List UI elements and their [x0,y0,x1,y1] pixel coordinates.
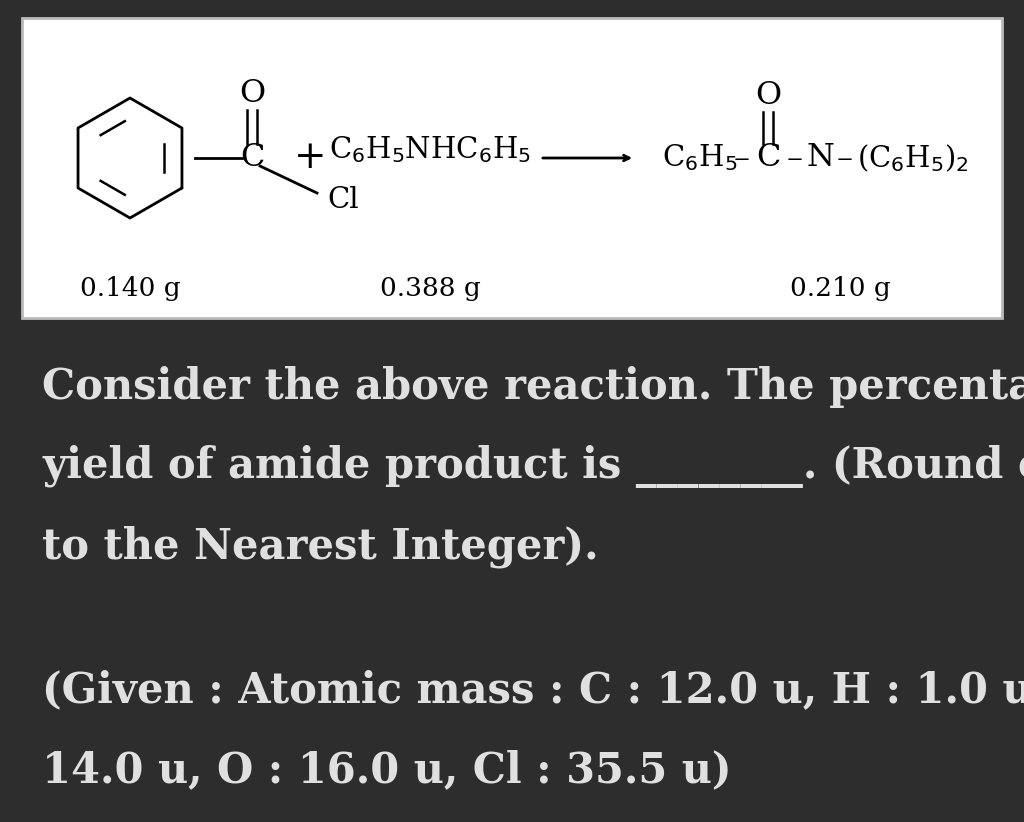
Text: O: O [239,78,265,109]
Text: to the Nearest Integer).: to the Nearest Integer). [42,525,599,567]
FancyBboxPatch shape [22,18,1002,318]
Text: C: C [756,142,780,173]
Text: –: – [734,142,750,173]
Text: C$_6$H$_5$NHC$_6$H$_5$: C$_6$H$_5$NHC$_6$H$_5$ [329,135,531,165]
Text: (Given : Atomic mass : C : 12.0 u, H : 1.0 u, N :: (Given : Atomic mass : C : 12.0 u, H : 1… [42,669,1024,711]
Text: O: O [755,81,781,112]
Text: C: C [240,142,264,173]
Text: Cl: Cl [327,186,358,214]
Text: 0.210 g: 0.210 g [790,275,891,301]
Text: –: – [837,142,853,173]
Text: 0.388 g: 0.388 g [380,275,480,301]
Text: +: + [294,140,327,177]
Text: (C$_6$H$_5$)$_2$: (C$_6$H$_5$)$_2$ [857,142,969,173]
Text: –: – [787,142,803,173]
Text: 14.0 u, O : 16.0 u, Cl : 35.5 u): 14.0 u, O : 16.0 u, Cl : 35.5 u) [42,749,731,791]
Text: N: N [806,142,834,173]
Text: Consider the above reaction. The percentage: Consider the above reaction. The percent… [42,365,1024,408]
Text: C$_6$H$_5$: C$_6$H$_5$ [663,142,737,173]
Text: yield of amide product is ________. (Round off: yield of amide product is ________. (Rou… [42,445,1024,488]
Text: 0.140 g: 0.140 g [80,275,180,301]
